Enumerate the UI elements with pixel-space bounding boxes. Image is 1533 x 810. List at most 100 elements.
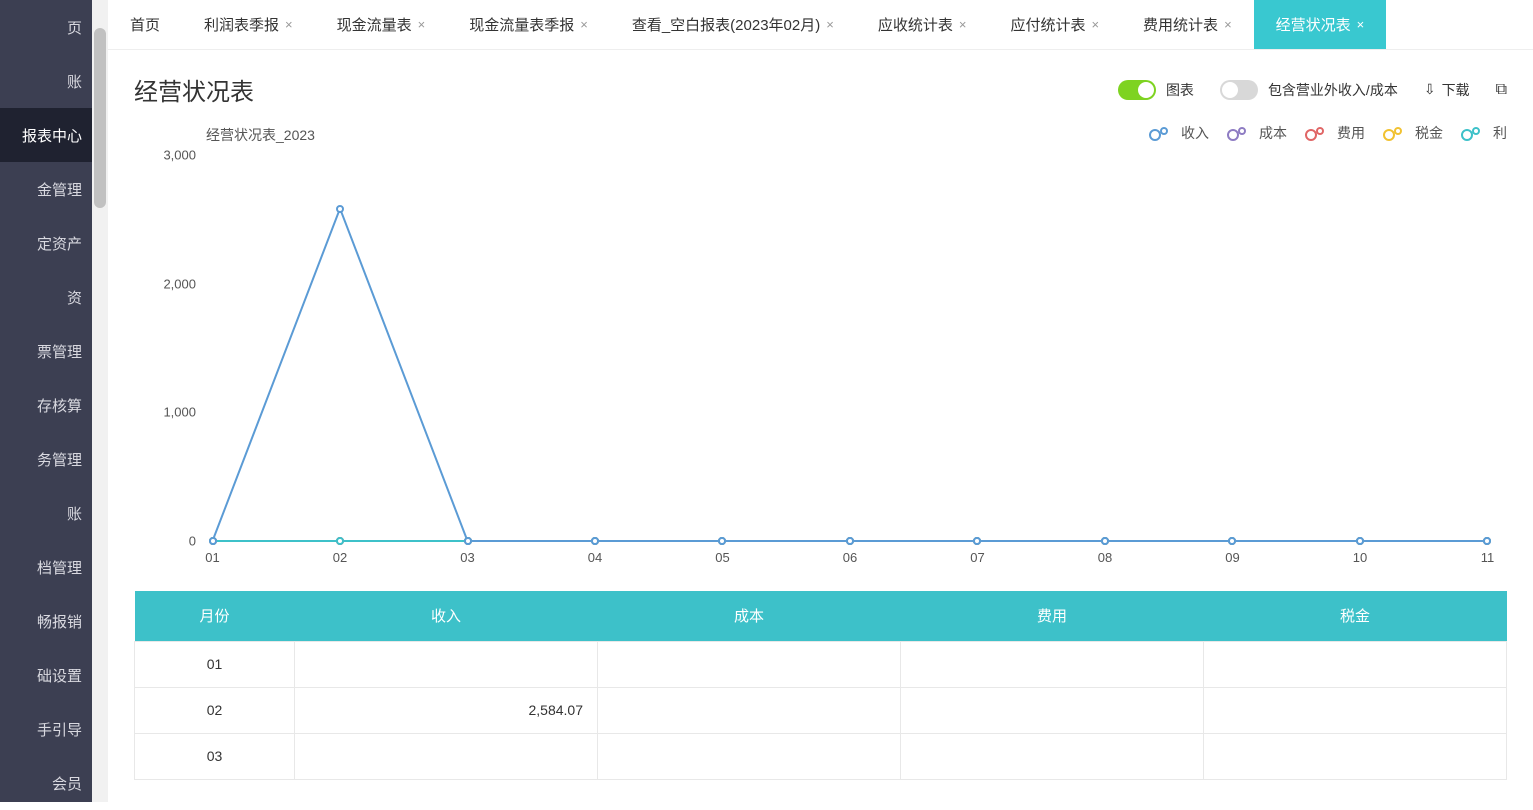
sidebar-item-13[interactable]: 手引导 — [0, 702, 92, 756]
close-icon[interactable]: × — [285, 17, 293, 32]
chart-legend: 收入 成本 费用 税金 利 — [1153, 123, 1507, 143]
close-icon[interactable]: × — [418, 17, 426, 32]
x-tick-label: 06 — [843, 550, 857, 565]
table-row: 022,584.07 — [135, 687, 1507, 733]
chart-marker[interactable] — [1356, 537, 1364, 545]
sidebar-item-6[interactable]: 票管理 — [0, 324, 92, 378]
close-icon[interactable]: × — [580, 17, 588, 32]
sidebar-item-8[interactable]: 务管理 — [0, 432, 92, 486]
sidebar-item-11[interactable]: 畅报销 — [0, 594, 92, 648]
tab-2[interactable]: 现金流量表× — [315, 0, 448, 49]
cell-value — [295, 641, 598, 687]
cell-value — [598, 641, 901, 687]
x-tick-label: 01 — [205, 550, 219, 565]
legend-item-费用[interactable]: 费用 — [1309, 123, 1365, 143]
y-tick-label: 0 — [136, 534, 196, 549]
scrollbar-thumb[interactable] — [94, 28, 106, 208]
cell-value: 2,584.07 — [295, 687, 598, 733]
sidebar-item-4[interactable]: 定资产 — [0, 216, 92, 270]
legend-label: 税金 — [1415, 123, 1443, 143]
close-icon[interactable]: × — [1357, 17, 1365, 32]
x-tick-label: 07 — [970, 550, 984, 565]
y-tick-label: 1,000 — [136, 405, 196, 420]
cell-value — [901, 687, 1204, 733]
tab-7[interactable]: 费用统计表× — [1121, 0, 1254, 49]
cell-value — [1204, 733, 1507, 779]
cell-month: 01 — [135, 641, 295, 687]
sidebar-item-3[interactable]: 金管理 — [0, 162, 92, 216]
sidebar-item-12[interactable]: 础设置 — [0, 648, 92, 702]
cell-value — [1204, 687, 1507, 733]
tab-6[interactable]: 应付统计表 × — [988, 0, 1121, 49]
cell-value — [901, 641, 1204, 687]
x-tick-label: 03 — [460, 550, 474, 565]
legend-item-成本[interactable]: 成本 — [1231, 123, 1287, 143]
download-label: 下载 — [1442, 80, 1470, 100]
sidebar-item-5[interactable]: 资 — [0, 270, 92, 324]
tab-label: 应付统计表 — [1010, 14, 1085, 35]
tab-bar: 首页利润表季报×现金流量表×现金流量表季报×查看_空白报表(2023年02月)×… — [108, 0, 1533, 50]
chart-marker[interactable] — [591, 537, 599, 545]
cell-value — [598, 687, 901, 733]
close-icon[interactable]: × — [959, 17, 967, 32]
toggle-chart-label: 图表 — [1166, 80, 1194, 100]
cell-value — [598, 733, 901, 779]
x-tick-label: 11 — [1481, 550, 1495, 565]
legend-label: 收入 — [1181, 123, 1209, 143]
sidebar-item-0[interactable]: 页 — [0, 0, 92, 54]
chart-marker[interactable] — [1228, 537, 1236, 545]
tab-4[interactable]: 查看_空白报表(2023年02月)× — [610, 0, 856, 49]
tab-8[interactable]: 经营状况表 × — [1254, 0, 1387, 49]
sidebar-item-1[interactable]: 账 — [0, 54, 92, 108]
legend-item-收入[interactable]: 收入 — [1153, 123, 1209, 143]
table-row: 01 — [135, 641, 1507, 687]
chart-marker[interactable] — [336, 537, 344, 545]
chart-marker[interactable] — [336, 205, 344, 213]
table-header-4: 税金 — [1204, 591, 1507, 641]
cell-month: 02 — [135, 687, 295, 733]
download-button[interactable]: 下载 — [1424, 80, 1470, 100]
tab-0[interactable]: 首页 — [108, 0, 182, 49]
x-tick-label: 08 — [1098, 550, 1112, 565]
legend-label: 成本 — [1259, 123, 1287, 143]
scrollbar-track[interactable] — [92, 0, 108, 802]
close-icon[interactable]: × — [826, 17, 834, 32]
tab-label: 经营状况表 — [1276, 14, 1351, 35]
tab-label: 现金流量表季报 — [469, 14, 574, 35]
legend-item-利[interactable]: 利 — [1465, 123, 1507, 143]
tab-label: 应收统计表 — [878, 14, 953, 35]
business-chart: 经营状况表_2023 收入成本费用税金利 01,0002,0003,000010… — [134, 121, 1507, 581]
toggle-include-extra-label: 包含营业外收入/成本 — [1268, 80, 1398, 100]
download-icon — [1424, 81, 1436, 98]
legend-label: 利 — [1493, 123, 1507, 143]
chart-marker[interactable] — [209, 537, 217, 545]
page-title: 经营状况表 — [134, 72, 254, 107]
cell-value — [1204, 641, 1507, 687]
sidebar-item-9[interactable]: 账 — [0, 486, 92, 540]
chart-marker[interactable] — [973, 537, 981, 545]
chart-marker[interactable] — [846, 537, 854, 545]
chart-marker[interactable] — [464, 537, 472, 545]
toggle-chart[interactable] — [1118, 80, 1156, 100]
more-icon[interactable]: ⧉ — [1496, 81, 1507, 99]
sidebar-item-10[interactable]: 档管理 — [0, 540, 92, 594]
tab-1[interactable]: 利润表季报× — [182, 0, 315, 49]
chart-marker[interactable] — [1483, 537, 1491, 545]
x-tick-label: 09 — [1225, 550, 1239, 565]
tab-5[interactable]: 应收统计表 × — [856, 0, 989, 49]
data-table: 月份收入成本费用税金 01022,584.0703 — [134, 591, 1507, 780]
tab-3[interactable]: 现金流量表季报 × — [447, 0, 610, 49]
cell-value — [295, 733, 598, 779]
chart-marker[interactable] — [1101, 537, 1109, 545]
table-row: 03 — [135, 733, 1507, 779]
y-tick-label: 2,000 — [136, 276, 196, 291]
table-header-1: 收入 — [295, 591, 598, 641]
legend-item-税金[interactable]: 税金 — [1387, 123, 1443, 143]
close-icon[interactable]: × — [1224, 17, 1232, 32]
close-icon[interactable]: × — [1091, 17, 1099, 32]
sidebar-item-7[interactable]: 存核算 — [0, 378, 92, 432]
chart-marker[interactable] — [718, 537, 726, 545]
chart-plot-area: 01,0002,0003,0000102030405060708091011 — [206, 155, 1507, 541]
toggle-include-extra[interactable] — [1220, 80, 1258, 100]
sidebar-item-2[interactable]: 报表中心 — [0, 108, 92, 162]
